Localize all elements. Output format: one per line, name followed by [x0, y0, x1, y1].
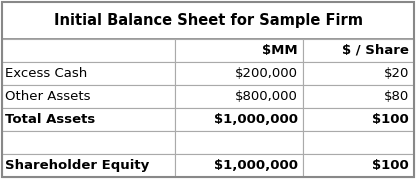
Text: $MM: $MM	[262, 44, 298, 57]
Bar	[2, 108, 175, 131]
Text: $800,000: $800,000	[235, 90, 298, 103]
Text: Excess Cash: Excess Cash	[5, 67, 88, 80]
Bar	[175, 108, 303, 131]
Bar	[303, 131, 414, 154]
Text: $80: $80	[384, 90, 409, 103]
Bar	[175, 39, 303, 62]
Text: Total Assets: Total Assets	[5, 113, 96, 126]
Bar	[303, 154, 414, 177]
Bar	[2, 131, 175, 154]
Text: $100: $100	[372, 113, 409, 126]
Bar	[2, 39, 175, 62]
Text: $200,000: $200,000	[235, 67, 298, 80]
Bar	[2, 85, 175, 108]
Bar	[175, 131, 303, 154]
Bar	[303, 39, 414, 62]
Bar	[303, 108, 414, 131]
Text: $ / Share: $ / Share	[342, 44, 409, 57]
Bar	[175, 154, 303, 177]
Bar	[2, 62, 175, 85]
Text: Shareholder Equity: Shareholder Equity	[5, 159, 150, 172]
Bar	[303, 85, 414, 108]
Text: $20: $20	[384, 67, 409, 80]
Bar	[2, 154, 175, 177]
Bar	[2, 2, 414, 39]
Bar	[175, 85, 303, 108]
Text: $1,000,000: $1,000,000	[214, 159, 298, 172]
Bar	[175, 62, 303, 85]
Text: Other Assets: Other Assets	[5, 90, 91, 103]
Bar	[303, 62, 414, 85]
Text: $1,000,000: $1,000,000	[214, 113, 298, 126]
Text: $100: $100	[372, 159, 409, 172]
Text: Initial Balance Sheet for Sample Firm: Initial Balance Sheet for Sample Firm	[54, 13, 362, 28]
